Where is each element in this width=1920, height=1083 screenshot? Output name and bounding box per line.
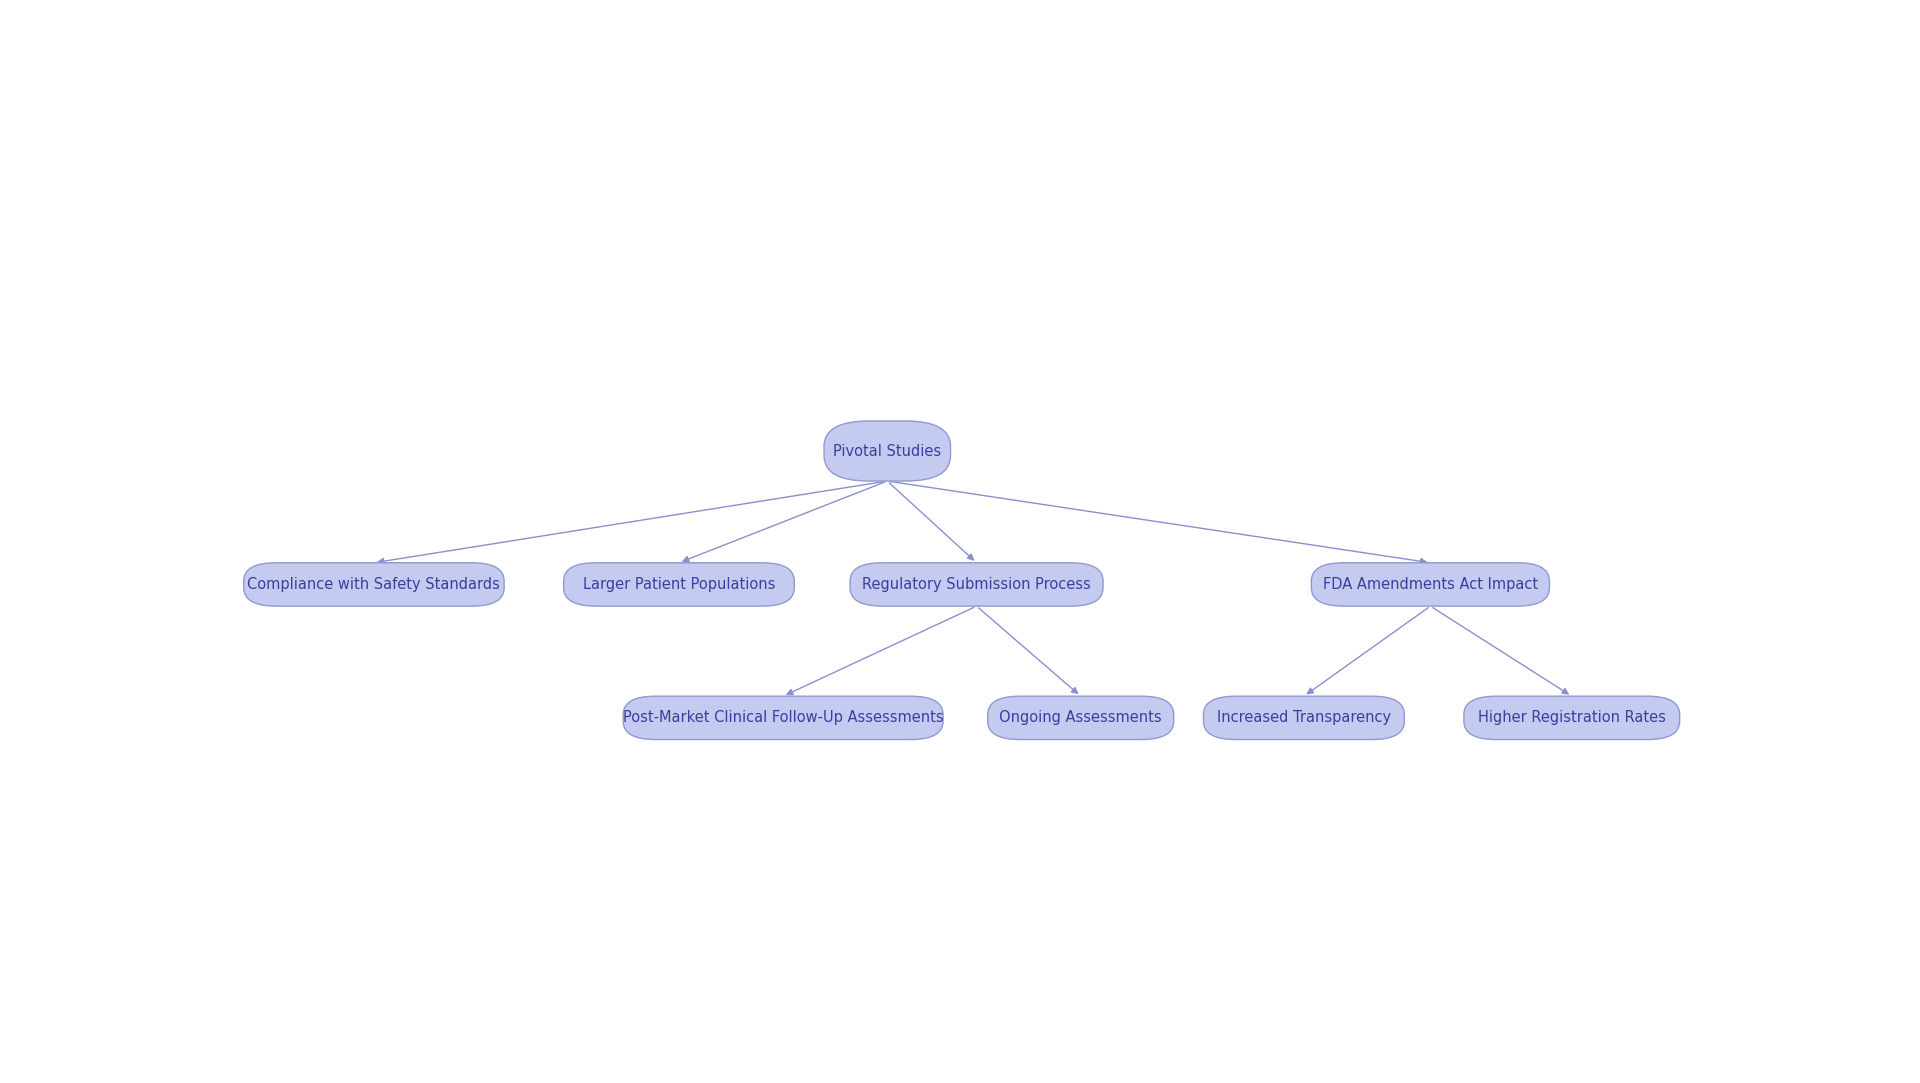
Text: Pivotal Studies: Pivotal Studies: [833, 444, 941, 458]
Text: Increased Transparency: Increased Transparency: [1217, 710, 1390, 726]
Text: Larger Patient Populations: Larger Patient Populations: [584, 577, 776, 592]
FancyBboxPatch shape: [244, 563, 505, 606]
FancyBboxPatch shape: [1311, 563, 1549, 606]
FancyBboxPatch shape: [624, 696, 943, 740]
Text: Ongoing Assessments: Ongoing Assessments: [1000, 710, 1162, 726]
Text: Higher Registration Rates: Higher Registration Rates: [1478, 710, 1667, 726]
Text: Compliance with Safety Standards: Compliance with Safety Standards: [248, 577, 501, 592]
Text: Post-Market Clinical Follow-Up Assessments: Post-Market Clinical Follow-Up Assessmen…: [622, 710, 943, 726]
FancyBboxPatch shape: [564, 563, 795, 606]
FancyBboxPatch shape: [824, 421, 950, 481]
FancyBboxPatch shape: [1204, 696, 1404, 740]
Text: FDA Amendments Act Impact: FDA Amendments Act Impact: [1323, 577, 1538, 592]
FancyBboxPatch shape: [1463, 696, 1680, 740]
FancyBboxPatch shape: [851, 563, 1102, 606]
FancyBboxPatch shape: [987, 696, 1173, 740]
Text: Regulatory Submission Process: Regulatory Submission Process: [862, 577, 1091, 592]
